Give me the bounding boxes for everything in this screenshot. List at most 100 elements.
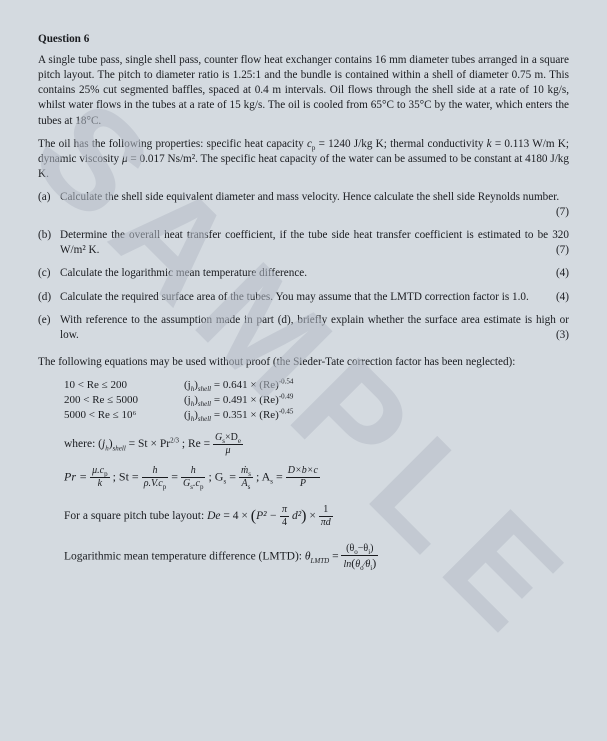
document-page: SAMPLE Question 6 A single tube pass, si… xyxy=(0,0,607,741)
e: μ xyxy=(213,445,243,456)
e: P² − xyxy=(256,510,280,522)
part-text: Calculate the logarithmic mean temperatu… xyxy=(60,266,569,281)
part-marks: (4) xyxy=(556,290,569,305)
expr: (jh)shell = 0.491 × (Re)-0.49 xyxy=(184,393,293,408)
e: For a square pitch tube layout: xyxy=(64,510,207,522)
e: p xyxy=(163,483,167,491)
intro-paragraph: A single tube pass, single shell pass, c… xyxy=(38,53,569,129)
part-marks: (4) xyxy=(556,266,569,281)
e: Pr = xyxy=(64,469,90,483)
parts-list: (a) Calculate the shell side equivalent … xyxy=(38,190,569,343)
part-item: (e) With reference to the assumption mad… xyxy=(38,313,569,343)
eq-row: 5000 < Re ≤ 10⁶ (jh)shell = 0.351 × (Re)… xyxy=(64,408,569,423)
e: π xyxy=(280,505,289,517)
e: ; A xyxy=(253,469,270,483)
e: p xyxy=(104,470,108,478)
e: e xyxy=(238,437,241,445)
part-item: (c) Calculate the logarithmic mean tempe… xyxy=(38,266,569,281)
e: = xyxy=(226,469,239,483)
eq-row: 200 < Re ≤ 5000 (jh)shell = 0.491 × (Re)… xyxy=(64,393,569,408)
definitions-line: Pr = μ.cpk ; St = hρ.V.cp = hGs.cp ; Gs … xyxy=(64,466,569,489)
range: 10 < Re ≤ 200 xyxy=(64,378,184,393)
props-mid1: = 1240 J/kg K; thermal conductivity xyxy=(315,138,486,150)
part-item: (a) Calculate the shell side equivalent … xyxy=(38,190,569,220)
e: shell xyxy=(198,415,211,423)
pr-frac: μ.cpk xyxy=(90,466,109,489)
lmtd-frac: (θo−θi)ln(θo⁄θi) xyxy=(341,544,378,570)
e: De xyxy=(207,510,220,522)
expr: (jh)shell = 0.641 × (Re)-0.54 xyxy=(184,378,293,393)
part-body: With reference to the assumption made in… xyxy=(60,314,569,341)
props-pre: The oil has the following properties: sp… xyxy=(38,138,307,150)
e: ×D xyxy=(225,432,238,443)
where-line: where: (jh)shell = St × Pr2/3 ; Re = Gs×… xyxy=(64,433,569,456)
as-frac: D×b×cP xyxy=(286,466,320,489)
e: P xyxy=(286,478,320,489)
part-text: Calculate the shell side equivalent diam… xyxy=(60,190,569,220)
e: h xyxy=(142,466,169,478)
e: (j xyxy=(184,379,191,391)
e: = St × Pr xyxy=(126,438,170,450)
e: ) xyxy=(370,543,373,554)
eq-row: 10 < Re ≤ 200 (jh)shell = 0.641 × (Re)-0… xyxy=(64,378,569,393)
e: LMTD xyxy=(311,556,330,564)
e: s xyxy=(248,483,251,491)
e: ; St = xyxy=(110,469,142,483)
e: ρ.V.c xyxy=(144,478,163,489)
e: p xyxy=(200,483,204,491)
e: Logarithmic mean temperature difference … xyxy=(64,550,305,562)
part-body: Calculate the shell side equivalent diam… xyxy=(60,191,559,203)
e: −θ xyxy=(358,543,368,554)
e: 2/3 xyxy=(170,436,179,444)
part-body: Calculate the logarithmic mean temperatu… xyxy=(60,267,307,279)
part-label: (d) xyxy=(38,290,60,305)
de-line: For a square pitch tube layout: De = 4 ×… xyxy=(64,505,569,528)
part-text: With reference to the assumption made in… xyxy=(60,313,569,343)
part-label: (a) xyxy=(38,190,60,220)
part-marks: (7) xyxy=(556,205,569,220)
st-frac2: hGs.cp xyxy=(181,466,205,489)
part-marks: (3) xyxy=(556,328,569,343)
e: s xyxy=(248,470,251,478)
range: 200 < Re ≤ 5000 xyxy=(64,393,184,408)
e: = xyxy=(168,469,181,483)
part-item: (d) Calculate the required surface area … xyxy=(38,290,569,305)
rparen2: ) xyxy=(372,556,376,570)
part-body: Calculate the required surface area of t… xyxy=(60,291,529,303)
e: × xyxy=(306,510,318,522)
e: shell xyxy=(113,444,126,452)
e: 4 xyxy=(280,517,289,528)
part-body: Determine the overall heat transfer coef… xyxy=(60,229,569,256)
part-marks: (7) xyxy=(556,243,569,258)
part-text: Calculate the required surface area of t… xyxy=(60,290,569,305)
e: .c xyxy=(193,478,200,489)
e: (j xyxy=(184,409,191,421)
equations-intro: The following equations may be used with… xyxy=(38,355,569,370)
e: = xyxy=(273,469,286,483)
e: d² xyxy=(289,510,301,522)
part-item: (b) Determine the overall heat transfer … xyxy=(38,228,569,258)
pi4-frac: π4 xyxy=(280,505,289,528)
e: = 0.491 × (Re) xyxy=(211,394,279,406)
question-title: Question 6 xyxy=(38,32,569,47)
part-text: Determine the overall heat transfer coef… xyxy=(60,228,569,258)
e: ; G xyxy=(205,469,223,483)
range: 5000 < Re ≤ 10⁶ xyxy=(64,408,184,423)
e: D×b×c xyxy=(286,466,320,478)
e: 1 xyxy=(319,505,333,517)
e: k xyxy=(90,478,109,489)
e: (j xyxy=(184,394,191,406)
lmtd-line: Logarithmic mean temperature difference … xyxy=(64,544,569,570)
expr: (jh)shell = 0.351 × (Re)-0.45 xyxy=(184,408,293,423)
e: πd xyxy=(319,517,333,528)
part-label: (e) xyxy=(38,313,60,343)
e: where: ( xyxy=(64,438,102,450)
e: -0.45 xyxy=(279,407,294,415)
page-content: Question 6 A single tube pass, single sh… xyxy=(38,32,569,570)
pid-frac: 1πd xyxy=(319,505,333,528)
e: -0.49 xyxy=(279,392,294,400)
properties-paragraph: The oil has the following properties: sp… xyxy=(38,137,569,182)
st-frac1: hρ.V.cp xyxy=(142,466,169,489)
jh-correlations: 10 < Re ≤ 200 (jh)shell = 0.641 × (Re)-0… xyxy=(64,378,569,423)
e: = 0.641 × (Re) xyxy=(211,379,279,391)
